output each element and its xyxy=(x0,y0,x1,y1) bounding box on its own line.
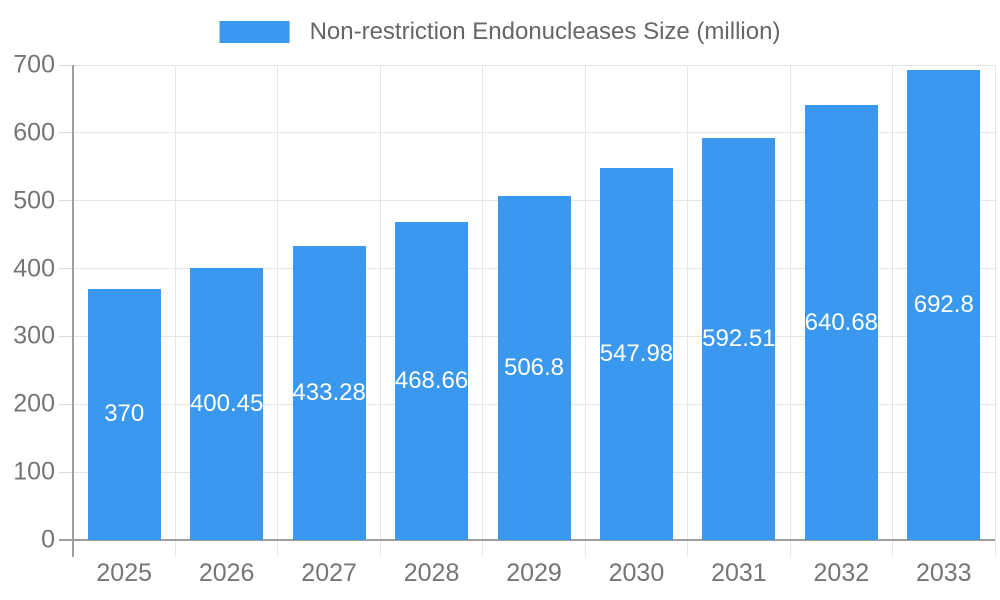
legend-swatch xyxy=(219,21,290,43)
x-axis-label-2033: 2033 xyxy=(915,559,972,587)
y-gridline-600 xyxy=(73,132,995,134)
y-axis-label-0: 0 xyxy=(41,525,55,554)
x-axis-line xyxy=(73,539,995,541)
y-axis-label-500: 500 xyxy=(13,186,55,215)
x-gridline-3 xyxy=(379,65,381,557)
x-gridline-5 xyxy=(584,65,586,557)
y-axis-tick-0 xyxy=(59,539,72,541)
x-gridline-2 xyxy=(277,65,279,557)
y-axis-label-300: 300 xyxy=(13,321,55,350)
plot-area: 0 100 200 300 400 500 600 700 370 2025 400.45 2026… xyxy=(13,52,996,587)
x-axis-label-2029: 2029 xyxy=(506,559,562,587)
bar-2031[interactable] xyxy=(702,137,776,540)
bar-2029[interactable] xyxy=(497,196,571,540)
x-gridline-7 xyxy=(789,65,791,557)
y-axis-tick-700 xyxy=(59,64,72,66)
y-axis-label-200: 200 xyxy=(13,389,55,418)
legend-label: Non-restriction Endonucleases Size (mill… xyxy=(309,18,781,45)
y-axis-label-700: 700 xyxy=(13,50,55,79)
bar-2032[interactable] xyxy=(804,105,878,540)
bar-2028[interactable] xyxy=(395,221,469,540)
x-gridline-9 xyxy=(994,65,996,557)
x-gridline-4 xyxy=(482,65,484,557)
bar-2027[interactable] xyxy=(292,246,366,540)
x-axis-label-2028: 2028 xyxy=(403,559,460,587)
y-gridline-700 xyxy=(73,64,995,66)
x-axis-label-2031: 2031 xyxy=(711,559,767,587)
legend-item[interactable]: Non-restriction Endonucleases Size (mill… xyxy=(219,18,781,46)
bar-2030[interactable] xyxy=(599,168,673,540)
y-axis-label-100: 100 xyxy=(13,457,55,486)
x-gridline-6 xyxy=(687,65,689,557)
x-gridline-1 xyxy=(174,65,176,557)
y-axis-label-400: 400 xyxy=(13,254,55,283)
y-axis-label-600: 600 xyxy=(13,118,55,147)
x-axis-label-2026: 2026 xyxy=(198,559,255,587)
x-axis-label-2025: 2025 xyxy=(96,559,153,587)
y-axis-tick-200 xyxy=(59,403,72,405)
bar-2026[interactable] xyxy=(190,268,264,540)
bar-2033[interactable] xyxy=(907,69,981,540)
y-axis-tick-400 xyxy=(59,268,72,270)
y-axis-line xyxy=(72,65,74,557)
y-axis-tick-600 xyxy=(59,132,72,134)
y-axis-tick-300 xyxy=(59,335,72,337)
y-axis-tick-100 xyxy=(59,471,72,473)
y-axis-tick-500 xyxy=(59,200,72,202)
x-gridline-8 xyxy=(892,65,894,557)
bar-2025[interactable] xyxy=(87,288,161,540)
x-axis-label-2027: 2027 xyxy=(301,559,357,587)
x-axis-label-2032: 2032 xyxy=(813,559,870,587)
x-axis-label-2030: 2030 xyxy=(608,559,665,587)
